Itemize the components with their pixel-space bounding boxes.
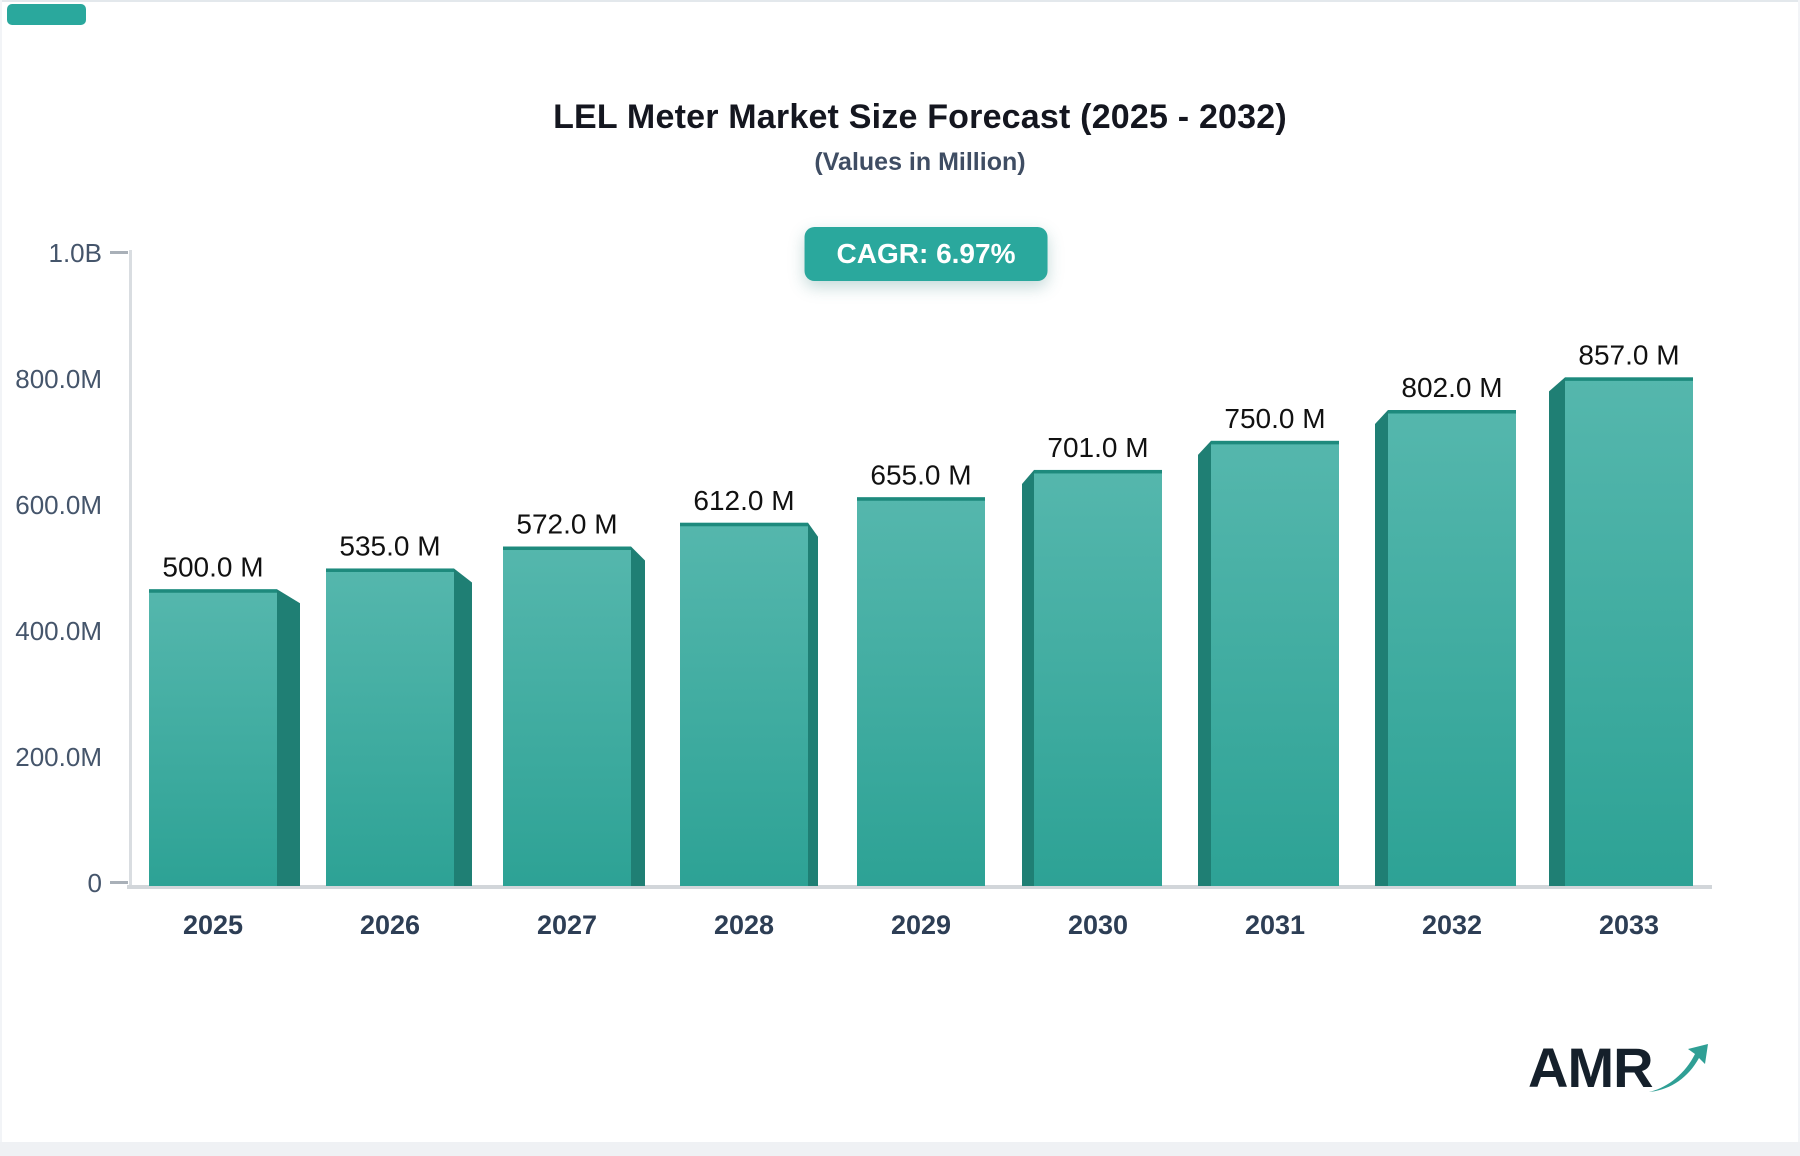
page-frame-bottom bbox=[0, 1142, 1800, 1156]
bar-group-2032: 802.0 M 2032 bbox=[1375, 372, 1516, 940]
bar-side-face bbox=[1198, 440, 1211, 886]
amr-logo: AMR bbox=[1528, 1030, 1713, 1105]
axis-layer: 0 200.0M 400.0M 600.0M 800.0M 1.0B bbox=[15, 238, 1712, 898]
bar-front-face bbox=[857, 497, 985, 886]
bar-value-label: 655.0 M bbox=[870, 459, 971, 490]
bars-layer: 500.0 M 2025 535.0 M 2026 572.0 M 2027 612.0 M… bbox=[149, 339, 1693, 940]
amr-logo-text: AMR bbox=[1528, 1035, 1654, 1099]
cagr-badge: CAGR: 6.97% bbox=[804, 227, 1048, 281]
y-tick-dash bbox=[110, 251, 128, 254]
bar-top-edge bbox=[1211, 440, 1339, 445]
bar-group-2028: 612.0 M 2028 bbox=[680, 485, 818, 940]
bar-group-2025: 500.0 M 2025 bbox=[149, 551, 300, 940]
chart-title: LEL Meter Market Size Forecast (2025 - 2… bbox=[553, 98, 1287, 136]
bar-top-edge bbox=[857, 497, 985, 501]
bar-front-face bbox=[1211, 440, 1339, 886]
bar-front-face bbox=[326, 568, 454, 886]
bar-top-edge bbox=[680, 522, 808, 527]
page-frame-left bbox=[0, 0, 2, 1156]
bar-value-label: 612.0 M bbox=[693, 485, 794, 516]
x-axis-label: 2032 bbox=[1422, 910, 1482, 940]
y-tick-dash bbox=[110, 881, 128, 884]
x-axis-label: 2026 bbox=[360, 910, 420, 940]
bar-value-label: 802.0 M bbox=[1401, 372, 1502, 403]
bar-group-2026: 535.0 M 2026 bbox=[326, 530, 472, 940]
bar-group-2027: 572.0 M 2027 bbox=[503, 509, 645, 940]
y-tick-label: 400.0M bbox=[15, 616, 102, 646]
bar-group-2029: 655.0 M 2029 bbox=[857, 459, 985, 940]
bar-group-2031: 750.0 M 2031 bbox=[1198, 403, 1339, 940]
y-tick-label: 0 bbox=[88, 868, 102, 898]
bar-front-face bbox=[680, 522, 808, 886]
x-axis-label: 2029 bbox=[891, 910, 951, 940]
bar-side-face bbox=[1022, 469, 1034, 886]
x-axis-label: 2027 bbox=[537, 910, 597, 940]
bar-top-edge bbox=[326, 568, 454, 572]
bar-front-face bbox=[1034, 469, 1162, 886]
bar-side-face bbox=[277, 589, 300, 886]
bar-value-label: 500.0 M bbox=[162, 551, 263, 582]
x-axis-line bbox=[127, 885, 1712, 889]
y-tick-label: 600.0M bbox=[15, 490, 102, 520]
bar-side-face bbox=[808, 522, 818, 886]
x-axis-label: 2030 bbox=[1068, 910, 1128, 940]
y-tick-label: 1.0B bbox=[49, 238, 103, 268]
bar-side-face bbox=[1549, 377, 1565, 886]
corner-accent-pill bbox=[7, 4, 86, 25]
bar-top-edge bbox=[149, 589, 277, 593]
x-axis-label: 2028 bbox=[714, 910, 774, 940]
y-tick-label: 200.0M bbox=[15, 742, 102, 772]
chart-subtitle: (Values in Million) bbox=[814, 148, 1026, 176]
x-axis-label: 2025 bbox=[183, 910, 243, 940]
bar-front-face bbox=[149, 589, 277, 886]
bar-top-edge bbox=[1034, 469, 1162, 474]
bar-top-edge bbox=[503, 546, 631, 551]
bar-side-face bbox=[454, 568, 472, 886]
growth-arrow-icon bbox=[1648, 1043, 1708, 1092]
bar-front-face bbox=[1388, 410, 1516, 886]
bar-value-label: 701.0 M bbox=[1047, 432, 1148, 463]
bar-value-label: 572.0 M bbox=[516, 509, 617, 540]
y-tick-label: 800.0M bbox=[15, 364, 102, 394]
bar-side-face bbox=[631, 546, 645, 886]
x-axis-label: 2033 bbox=[1599, 910, 1659, 940]
bar-side-face bbox=[1375, 410, 1388, 886]
bar-top-edge bbox=[1565, 377, 1693, 381]
x-axis-label: 2031 bbox=[1245, 910, 1305, 940]
bar-value-label: 535.0 M bbox=[339, 530, 440, 561]
bar-group-2030: 701.0 M 2030 bbox=[1022, 432, 1162, 940]
bar-value-label: 857.0 M bbox=[1578, 339, 1679, 370]
bar-group-2033: 857.0 M 2033 bbox=[1549, 339, 1693, 940]
page-frame-right bbox=[1798, 0, 1800, 1156]
page-frame-top bbox=[0, 0, 1800, 2]
bar-top-edge bbox=[1388, 410, 1516, 414]
y-axis-line bbox=[129, 250, 132, 886]
bar-front-face bbox=[503, 546, 631, 886]
bar-front-face bbox=[1565, 377, 1693, 886]
bar-value-label: 750.0 M bbox=[1224, 403, 1325, 434]
